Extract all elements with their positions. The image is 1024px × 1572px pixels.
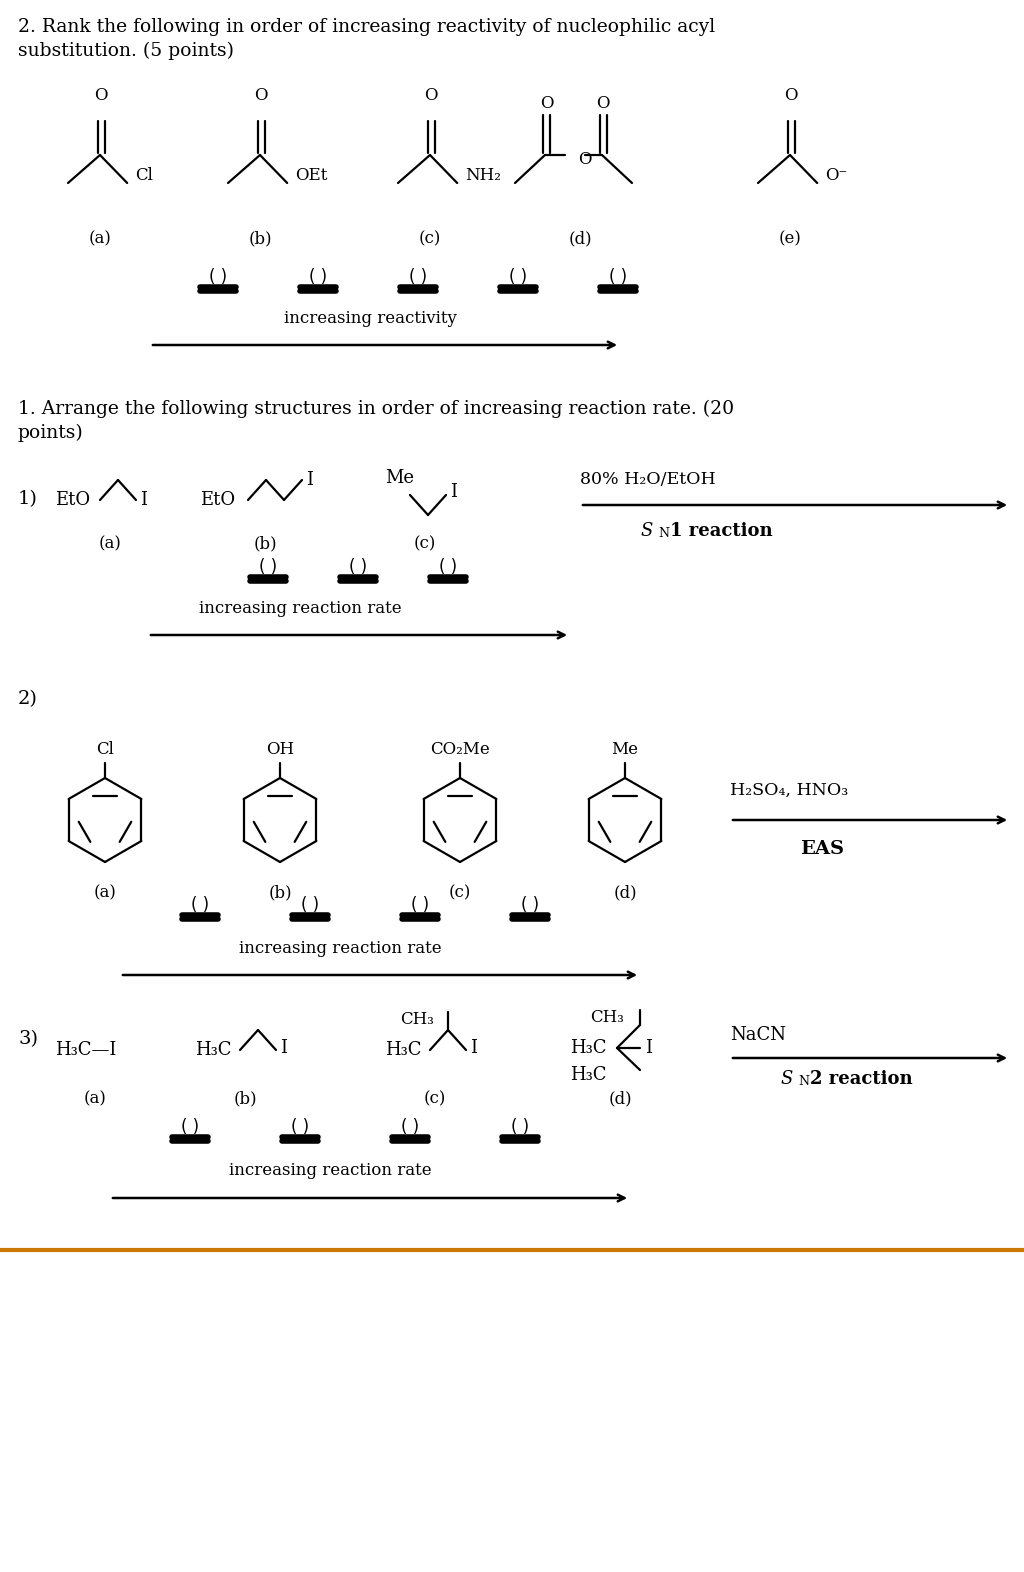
Text: I: I: [450, 483, 457, 501]
Text: N: N: [658, 527, 669, 541]
Text: Me: Me: [385, 468, 414, 487]
Text: I: I: [645, 1039, 652, 1056]
Text: (a): (a): [88, 230, 112, 247]
Text: 1. Arrange the following structures in order of increasing reaction rate. (20: 1. Arrange the following structures in o…: [18, 399, 734, 418]
Text: NaCN: NaCN: [730, 1027, 786, 1044]
Text: (e): (e): [778, 230, 802, 247]
Text: OH: OH: [266, 742, 294, 759]
Text: (a): (a): [93, 883, 117, 901]
Text: O: O: [254, 86, 267, 104]
Text: substitution. (5 points): substitution. (5 points): [18, 42, 234, 60]
Text: O: O: [424, 86, 437, 104]
Text: H₃C—I: H₃C—I: [55, 1041, 117, 1060]
Text: EtO: EtO: [200, 490, 236, 509]
Text: Me: Me: [611, 742, 639, 759]
Text: (c): (c): [449, 883, 471, 901]
Text: (a): (a): [98, 534, 122, 552]
Text: ( ): ( ): [409, 267, 427, 286]
Text: increasing reaction rate: increasing reaction rate: [239, 940, 441, 957]
Text: CH₃: CH₃: [400, 1011, 434, 1028]
Text: NH₂: NH₂: [465, 167, 501, 184]
Text: N: N: [798, 1075, 809, 1088]
Text: O: O: [579, 151, 592, 168]
Text: H₃C: H₃C: [570, 1039, 606, 1056]
Text: 2 reaction: 2 reaction: [810, 1071, 912, 1088]
Text: ( ): ( ): [511, 1118, 529, 1137]
Text: H₂SO₄, HNO₃: H₂SO₄, HNO₃: [730, 781, 848, 799]
Text: ( ): ( ): [309, 267, 327, 286]
Text: O: O: [94, 86, 108, 104]
Text: ( ): ( ): [509, 267, 527, 286]
Text: 1 reaction: 1 reaction: [670, 522, 773, 541]
Text: 2. Rank the following in order of increasing reactivity of nucleophilic acyl: 2. Rank the following in order of increa…: [18, 17, 715, 36]
Text: ( ): ( ): [439, 558, 457, 575]
Text: CO₂Me: CO₂Me: [430, 742, 489, 759]
Text: O: O: [541, 94, 554, 112]
Text: ( ): ( ): [209, 267, 227, 286]
Text: ( ): ( ): [259, 558, 278, 575]
Text: 80% H₂O/EtOH: 80% H₂O/EtOH: [580, 472, 716, 489]
Text: ( ): ( ): [521, 896, 539, 913]
Text: (d): (d): [613, 883, 637, 901]
Text: increasing reactivity: increasing reactivity: [284, 310, 457, 327]
Text: S: S: [640, 522, 652, 541]
Text: EAS: EAS: [800, 839, 844, 858]
Text: ( ): ( ): [291, 1118, 309, 1137]
Text: (d): (d): [568, 230, 592, 247]
Text: (c): (c): [419, 230, 441, 247]
Text: (d): (d): [608, 1089, 632, 1107]
Text: ( ): ( ): [411, 896, 429, 913]
Text: OEt: OEt: [295, 167, 328, 184]
Text: CH₃: CH₃: [590, 1009, 624, 1027]
Text: (b): (b): [248, 230, 271, 247]
Text: S: S: [780, 1071, 793, 1088]
Text: I: I: [470, 1039, 477, 1056]
Text: O⁻: O⁻: [825, 167, 847, 184]
Text: I: I: [280, 1039, 287, 1056]
Text: points): points): [18, 424, 84, 442]
Text: EtO: EtO: [55, 490, 90, 509]
Text: increasing reaction rate: increasing reaction rate: [228, 1162, 431, 1179]
Text: O: O: [784, 86, 798, 104]
Text: ( ): ( ): [301, 896, 319, 913]
Text: 1): 1): [18, 490, 38, 508]
Text: 3): 3): [18, 1030, 38, 1049]
Text: Cl: Cl: [135, 167, 153, 184]
Text: (b): (b): [253, 534, 276, 552]
Text: (b): (b): [233, 1089, 257, 1107]
Text: O: O: [596, 94, 609, 112]
Text: (b): (b): [268, 883, 292, 901]
Text: 2): 2): [18, 690, 38, 707]
Text: ( ): ( ): [181, 1118, 199, 1137]
Text: ( ): ( ): [190, 896, 209, 913]
Text: increasing reaction rate: increasing reaction rate: [199, 601, 401, 616]
Text: Cl: Cl: [96, 742, 114, 759]
Text: ( ): ( ): [349, 558, 367, 575]
Text: ( ): ( ): [401, 1118, 419, 1137]
Text: (c): (c): [424, 1089, 446, 1107]
Text: (a): (a): [84, 1089, 106, 1107]
Text: (c): (c): [414, 534, 436, 552]
Text: I: I: [140, 490, 147, 509]
Text: ( ): ( ): [609, 267, 627, 286]
Text: H₃C: H₃C: [385, 1041, 422, 1060]
Text: H₃C: H₃C: [195, 1041, 231, 1060]
Text: I: I: [306, 472, 313, 489]
Text: H₃C: H₃C: [570, 1066, 606, 1085]
